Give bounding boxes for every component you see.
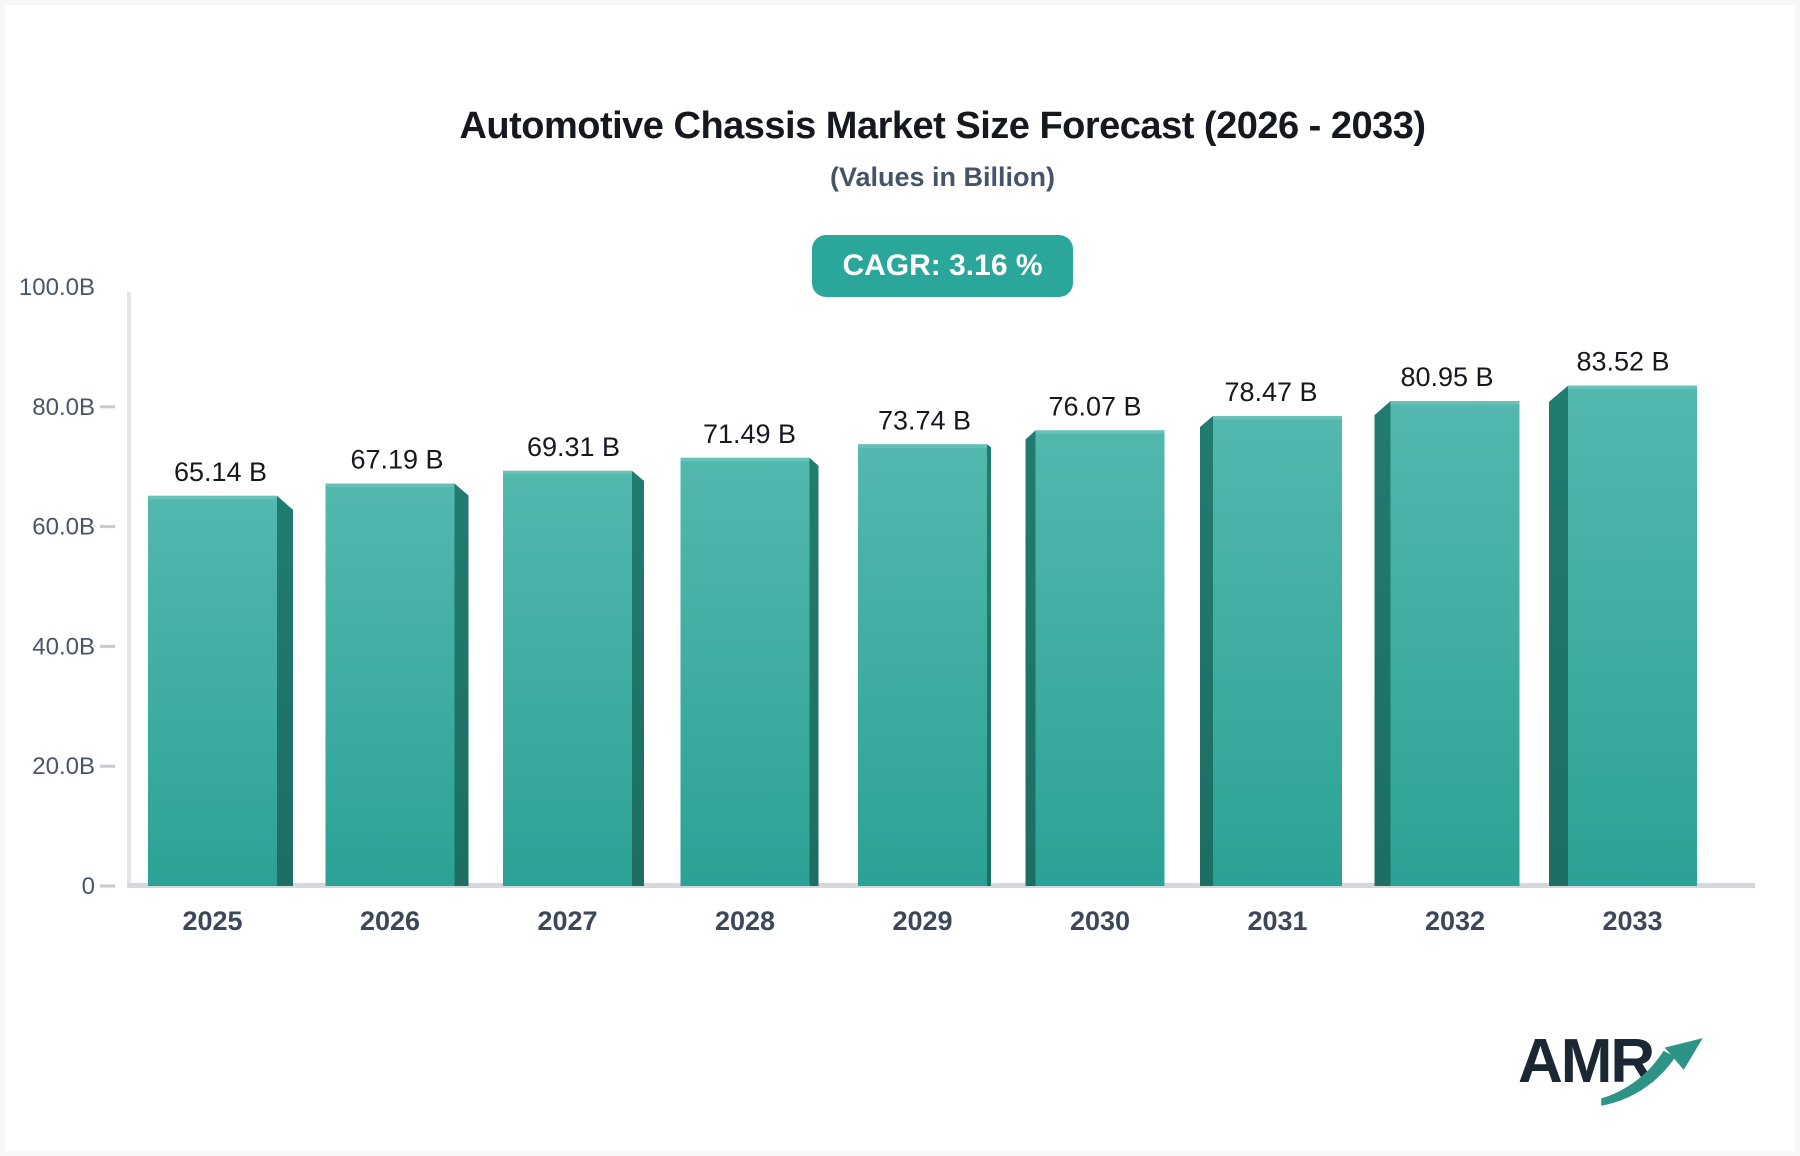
- x-axis-label: 2032: [1425, 906, 1485, 936]
- chart-plot-area: 100.0B 80.0B 60.0B 40.0B 20.0B 0 65.14 B 2025 67…: [19, 274, 1755, 936]
- y-axis-tick: [100, 884, 115, 888]
- bar-top-highlight: [1035, 430, 1165, 434]
- y-axis-label: 80.0B: [32, 394, 95, 421]
- y-axis-tick: [100, 644, 115, 648]
- x-axis-label: 2026: [360, 906, 420, 936]
- y-axis-line: [127, 292, 131, 888]
- bar-value-label: 78.47 B: [1224, 377, 1317, 407]
- bar-side: [632, 470, 644, 886]
- bar-side: [1025, 430, 1036, 886]
- bar-value-label: 80.95 B: [1400, 362, 1493, 392]
- bar-face: [858, 444, 987, 886]
- y-axis-label: 60.0B: [32, 514, 95, 541]
- bar-value-label: 73.74 B: [878, 405, 971, 435]
- brand-logo: AMR: [1512, 1026, 1712, 1122]
- y-axis-tick: [100, 764, 115, 768]
- x-axis-label: 2025: [182, 906, 242, 936]
- x-axis-label: 2027: [537, 906, 597, 936]
- y-axis-label: 40.0B: [32, 633, 95, 660]
- bar-side: [809, 457, 819, 886]
- bar-side: [454, 483, 469, 886]
- bar-side: [987, 444, 991, 886]
- bar-top-highlight: [325, 483, 455, 488]
- bar-top-highlight: [680, 457, 810, 462]
- bar-face: [1035, 430, 1165, 886]
- page-title: Automotive Chassis Market Size Forecast …: [459, 105, 1426, 147]
- x-axis-label: 2029: [892, 906, 952, 936]
- y-axis-tick: [100, 525, 115, 529]
- growth-arrow-icon: [1601, 1038, 1703, 1106]
- y-axis-label: 100.0B: [19, 274, 95, 301]
- bar-side: [277, 495, 293, 886]
- bar-top-highlight: [1213, 415, 1342, 420]
- bar-face: [148, 495, 277, 886]
- bar-value-label: 76.07 B: [1048, 391, 1141, 421]
- bar-face: [503, 470, 632, 886]
- bar-value-label: 71.49 B: [703, 419, 796, 449]
- chart-header: Automotive Chassis Market Size Forecast …: [130, 0, 1755, 297]
- bar-side: [1200, 415, 1213, 886]
- cagr-badge: CAGR: 3.16 %: [812, 235, 1073, 297]
- x-axis-label: 2031: [1247, 906, 1307, 936]
- bar-value-label: 65.14 B: [174, 457, 267, 487]
- bar-value-label: 83.52 B: [1576, 347, 1669, 377]
- y-axis-label: 20.0B: [32, 753, 95, 780]
- page-subtitle: (Values in Billion): [829, 162, 1056, 192]
- y-axis-label: 0: [82, 873, 95, 900]
- bar-top-highlight: [1390, 401, 1520, 405]
- bar-top-highlight: [503, 470, 632, 475]
- bar-face: [1213, 415, 1342, 886]
- x-axis-label: 2028: [715, 906, 775, 936]
- bar-side: [1374, 401, 1391, 886]
- bar-face: [1390, 401, 1520, 886]
- bar-face: [680, 457, 810, 886]
- bar-face: [1568, 385, 1697, 886]
- bar-face: [325, 483, 455, 886]
- bar-top-highlight: [858, 444, 987, 448]
- bar-top-highlight: [1568, 385, 1697, 390]
- bar-value-label: 69.31 B: [527, 432, 620, 462]
- badge-row: CAGR: 3.16 %: [130, 235, 1755, 297]
- x-axis-label: 2033: [1602, 906, 1662, 936]
- y-axis-tick: [100, 405, 115, 409]
- bar-side: [1549, 385, 1568, 886]
- bar-top-highlight: [148, 495, 277, 500]
- x-axis-label: 2030: [1070, 906, 1130, 936]
- bar-value-label: 67.19 B: [350, 445, 443, 475]
